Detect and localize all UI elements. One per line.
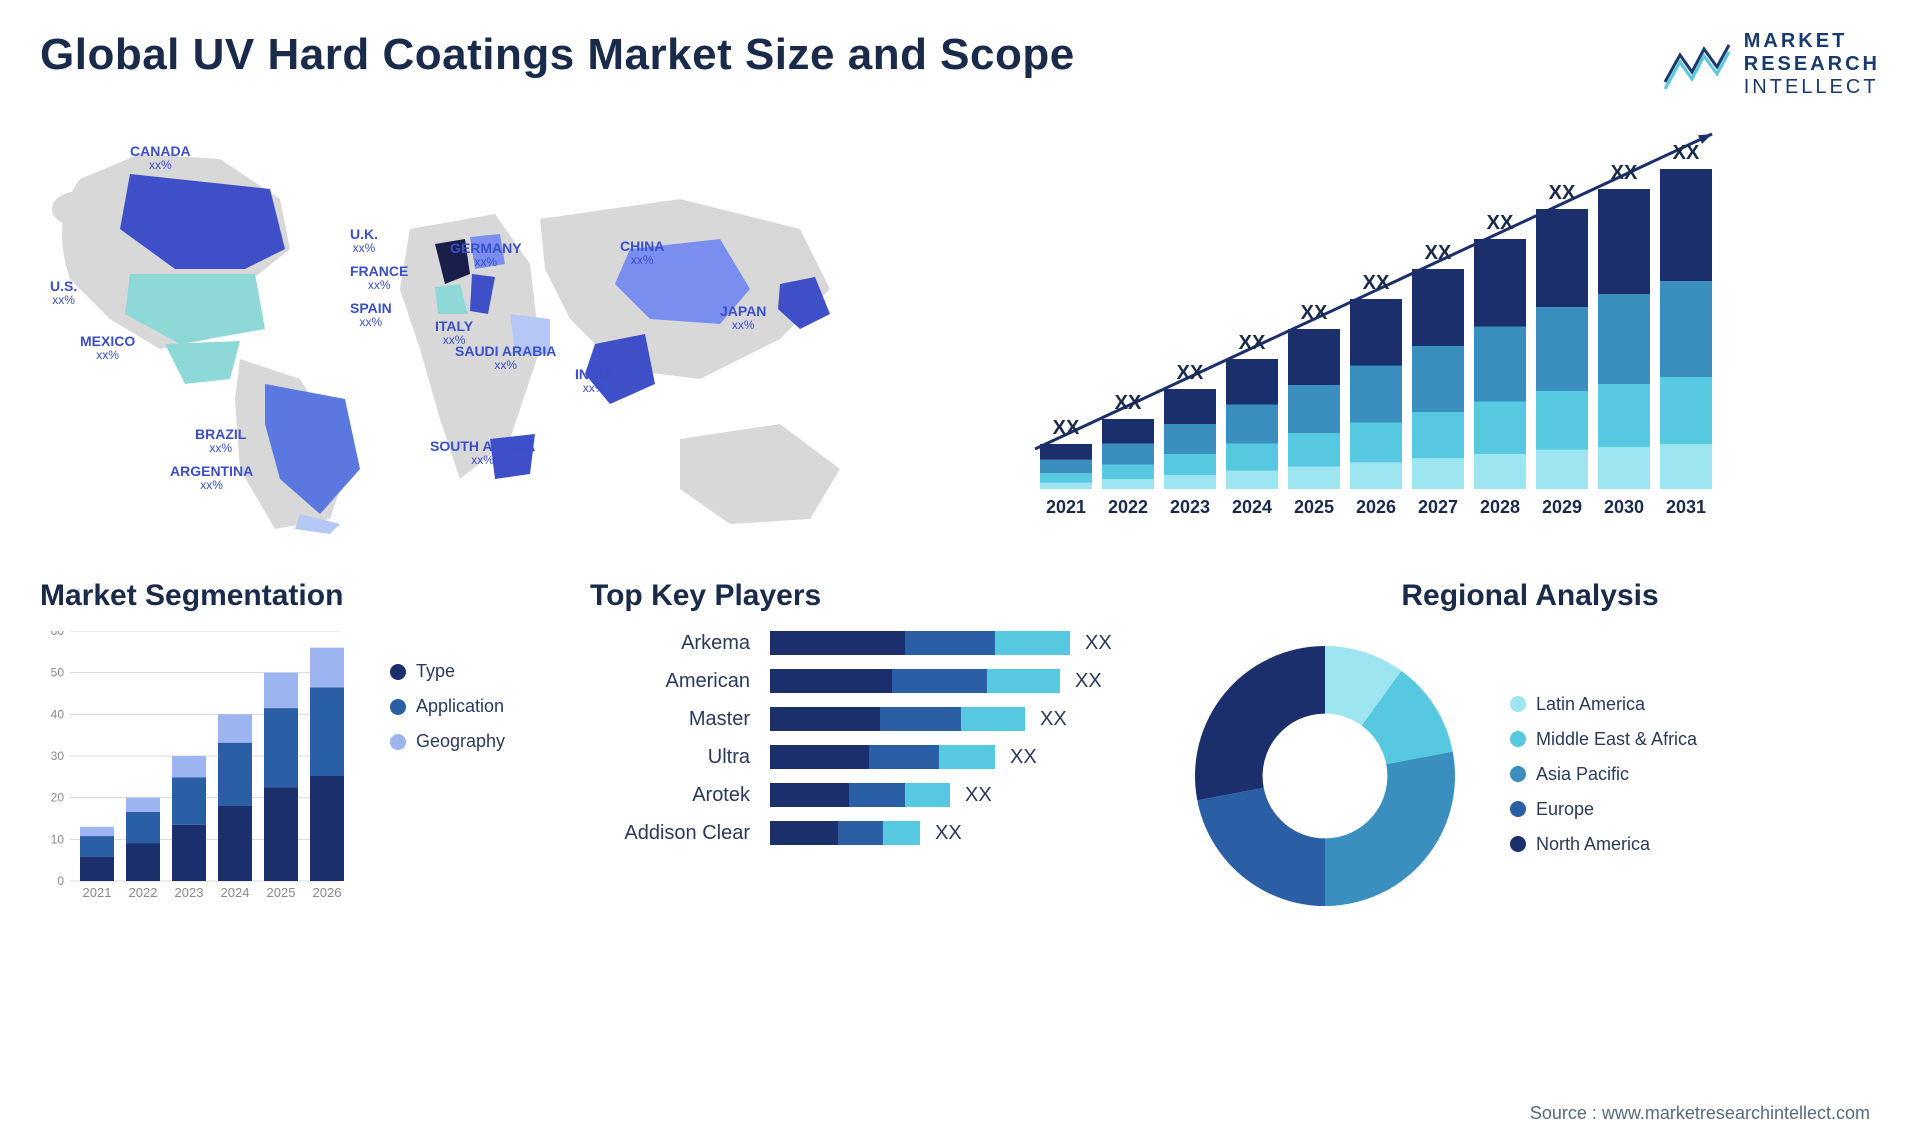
svg-text:2027: 2027 — [1418, 497, 1458, 517]
map-region-label: JAPANxx% — [720, 304, 766, 333]
map-region-label: CHINAxx% — [620, 239, 664, 268]
svg-text:2023: 2023 — [1170, 497, 1210, 517]
player-value: XX — [935, 822, 962, 845]
svg-text:XX: XX — [1363, 272, 1390, 294]
svg-text:XX: XX — [1053, 417, 1080, 439]
growth-chart-panel: XX 2021 XX 2022 XX 2023 XX 2024 XX 2025 XX 2026 XX 20… — [1000, 119, 1880, 539]
player-row: American XX — [600, 669, 1130, 693]
svg-text:2021: 2021 — [83, 885, 112, 900]
svg-text:XX: XX — [1301, 302, 1328, 324]
svg-text:XX: XX — [1611, 162, 1638, 184]
svg-text:40: 40 — [51, 707, 65, 721]
svg-text:10: 10 — [51, 832, 65, 846]
player-row: Arkema XX — [600, 631, 1130, 655]
logo-line1: MARKET — [1744, 30, 1880, 53]
page-title: Global UV Hard Coatings Market Size and … — [40, 30, 1075, 80]
player-value: XX — [1085, 632, 1112, 655]
svg-text:2026: 2026 — [313, 885, 342, 900]
map-region-label: SOUTH AFRICAxx% — [430, 439, 535, 468]
map-region-label: CANADAxx% — [130, 144, 191, 173]
players-title: Top Key Players — [590, 579, 1130, 613]
svg-text:2029: 2029 — [1542, 497, 1582, 517]
brand-logo: MARKET RESEARCH INTELLECT — [1662, 30, 1880, 99]
svg-text:2024: 2024 — [221, 885, 250, 900]
svg-text:XX: XX — [1115, 392, 1142, 414]
player-value: XX — [1075, 670, 1102, 693]
player-value: XX — [965, 784, 992, 807]
legend-item: Application — [390, 696, 505, 717]
player-bar — [770, 783, 950, 807]
logo-line3: INTELLECT — [1744, 76, 1880, 99]
svg-text:2023: 2023 — [175, 885, 204, 900]
map-region-label: U.K.xx% — [350, 227, 378, 256]
legend-item: Latin America — [1510, 694, 1697, 715]
map-region-label: BRAZILxx% — [195, 427, 246, 456]
player-bar — [770, 631, 1070, 655]
svg-text:2031: 2031 — [1666, 497, 1706, 517]
svg-text:30: 30 — [51, 749, 65, 763]
svg-text:2021: 2021 — [1046, 497, 1086, 517]
map-region-label: INDIAxx% — [575, 367, 613, 396]
legend-item: Geography — [390, 731, 505, 752]
logo-line2: RESEARCH — [1744, 53, 1880, 76]
legend-item: Asia Pacific — [1510, 764, 1697, 785]
player-bar — [770, 707, 1025, 731]
player-name: American — [600, 670, 750, 693]
player-bar — [770, 669, 1060, 693]
regional-donut-chart — [1180, 631, 1470, 921]
svg-text:2022: 2022 — [129, 885, 158, 900]
svg-text:60: 60 — [51, 631, 65, 638]
player-bar — [770, 745, 995, 769]
regional-legend: Latin America Middle East & Africa Asia Pa… — [1510, 684, 1697, 869]
player-row: Ultra XX — [600, 745, 1130, 769]
player-name: Arotek — [600, 784, 750, 807]
map-region-label: SPAINxx% — [350, 301, 392, 330]
player-bar — [770, 821, 920, 845]
svg-text:XX: XX — [1487, 212, 1514, 234]
svg-text:XX: XX — [1239, 332, 1266, 354]
legend-item: Type — [390, 661, 505, 682]
map-region-label: SAUDI ARABIAxx% — [455, 344, 556, 373]
player-name: Ultra — [600, 746, 750, 769]
legend-item: Middle East & Africa — [1510, 729, 1697, 750]
player-value: XX — [1040, 708, 1067, 731]
player-name: Master — [600, 708, 750, 731]
legend-item: North America — [1510, 834, 1697, 855]
player-name: Addison Clear — [600, 822, 750, 845]
player-name: Arkema — [600, 632, 750, 655]
svg-text:XX: XX — [1549, 182, 1576, 204]
map-region-label: MEXICOxx% — [80, 334, 135, 363]
svg-text:XX: XX — [1425, 242, 1452, 264]
segmentation-title: Market Segmentation — [40, 579, 540, 613]
segmentation-legend: Type Application Geography — [390, 631, 505, 766]
svg-text:0: 0 — [57, 874, 64, 888]
player-row: Master XX — [600, 707, 1130, 731]
svg-text:2022: 2022 — [1108, 497, 1148, 517]
logo-mark-icon — [1662, 37, 1732, 92]
svg-text:2028: 2028 — [1480, 497, 1520, 517]
svg-text:2024: 2024 — [1232, 497, 1272, 517]
player-row: Arotek XX — [600, 783, 1130, 807]
svg-text:2030: 2030 — [1604, 497, 1644, 517]
svg-text:2025: 2025 — [1294, 497, 1334, 517]
map-region-label: GERMANYxx% — [450, 241, 522, 270]
map-region-label: FRANCExx% — [350, 264, 408, 293]
world-map-panel: CANADAxx% U.S.xx%MEXICOxx% U.K.xx% FRANCExx… — [40, 119, 940, 539]
svg-text:20: 20 — [51, 791, 65, 805]
player-value: XX — [1010, 746, 1037, 769]
segmentation-chart: 0 10 20 30 40 50 60 2021 2022 2023 2024 2025 2026 — [40, 631, 360, 921]
svg-text:50: 50 — [51, 666, 65, 680]
svg-text:2025: 2025 — [267, 885, 296, 900]
legend-item: Europe — [1510, 799, 1697, 820]
players-chart: Arkema XX American XX Master XX Ultra XX Arotek X… — [590, 631, 1130, 845]
map-region-label: U.S.xx% — [50, 279, 77, 308]
regional-title: Regional Analysis — [1180, 579, 1880, 613]
svg-text:XX: XX — [1673, 142, 1700, 164]
growth-bar-chart: XX 2021 XX 2022 XX 2023 XX 2024 XX 2025 XX 2026 XX 20… — [1000, 119, 1820, 539]
player-row: Addison Clear XX — [600, 821, 1130, 845]
map-region-label: ARGENTINAxx% — [170, 464, 253, 493]
svg-text:2026: 2026 — [1356, 497, 1396, 517]
source-attribution: Source : www.marketresearchintellect.com — [1530, 1103, 1870, 1124]
svg-text:XX: XX — [1177, 362, 1204, 384]
